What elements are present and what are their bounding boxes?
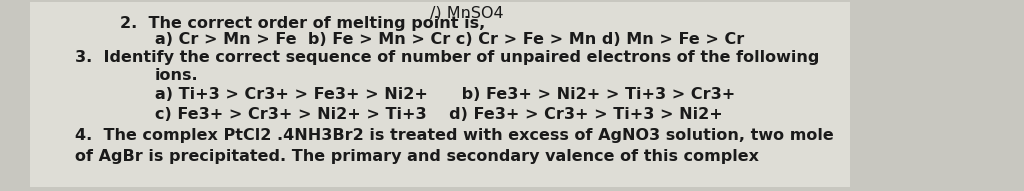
Text: 4.  The complex PtCl2 .4NH3Br2 is treated with excess of AgNO3 solution, two mol: 4. The complex PtCl2 .4NH3Br2 is treated… [75,128,834,143]
Text: /) MnSO4: /) MnSO4 [430,5,504,20]
Text: a) Ti+3 > Cr3+ > Fe3+ > Ni2+      b) Fe3+ > Ni2+ > Ti+3 > Cr3+: a) Ti+3 > Cr3+ > Fe3+ > Ni2+ b) Fe3+ > N… [155,87,735,102]
Text: ions.: ions. [155,68,199,83]
Text: a) Cr > Mn > Fe  b) Fe > Mn > Cr c) Cr > Fe > Mn d) Mn > Fe > Cr: a) Cr > Mn > Fe b) Fe > Mn > Cr c) Cr > … [155,32,744,47]
Text: 3.  Identify the correct sequence of number of unpaired electrons of the followi: 3. Identify the correct sequence of numb… [75,50,819,65]
FancyBboxPatch shape [30,2,850,187]
Text: 2.  The correct order of melting point is,: 2. The correct order of melting point is… [120,16,485,31]
Text: c) Fe3+ > Cr3+ > Ni2+ > Ti+3    d) Fe3+ > Cr3+ > Ti+3 > Ni2+: c) Fe3+ > Cr3+ > Ni2+ > Ti+3 d) Fe3+ > C… [155,107,723,122]
Text: of AgBr is precipitated. The primary and secondary valence of this complex: of AgBr is precipitated. The primary and… [75,149,759,164]
